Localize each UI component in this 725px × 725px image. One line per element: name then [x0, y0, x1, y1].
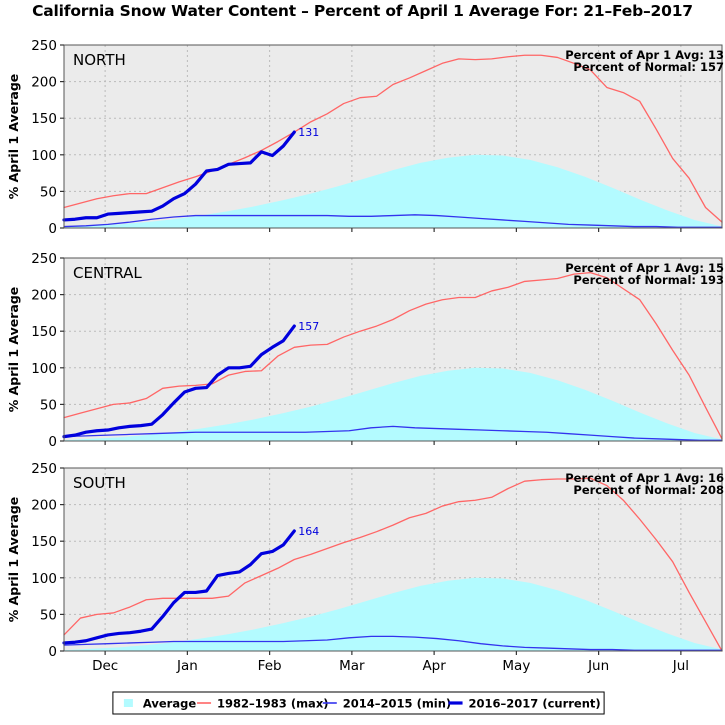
y-tick-label: 50: [40, 184, 57, 200]
series-line: [62, 529, 296, 645]
current-value-label: 157: [298, 320, 319, 333]
series-line: [63, 635, 723, 651]
y-tick-label: 0: [48, 434, 57, 450]
y-tick-label: 250: [31, 251, 57, 267]
series-average-area: [64, 577, 722, 651]
annotation-percent-normal: Percent of Normal: 208: [573, 483, 724, 497]
series-line: [63, 271, 723, 440]
y-tick-label: 200: [31, 75, 57, 91]
annotation-percent-normal: Percent of Normal: 193: [573, 273, 724, 287]
legend-swatch-average: [123, 699, 133, 707]
annotation-apr1-avg: Percent of Apr 1 Avg: 16: [565, 471, 724, 485]
x-tick-label: Jun: [587, 658, 609, 674]
y-tick-label: 150: [31, 534, 57, 550]
y-tick-label: 150: [31, 111, 57, 127]
y-tick-label: 50: [40, 397, 57, 413]
current-value-label: 131: [298, 126, 319, 139]
y-tick-label: 0: [48, 221, 57, 237]
y-tick-label: 0: [48, 644, 57, 660]
page-title: California Snow Water Content – Percent …: [32, 2, 693, 20]
series-line: [63, 477, 723, 652]
chart-legend: Average 1982–1983 (max) 2014–2015 (min) 201…: [112, 691, 605, 715]
y-tick-label: 250: [31, 461, 57, 477]
plot-border: [63, 257, 723, 442]
y-tick-label: 100: [31, 148, 57, 164]
series-line: [63, 425, 723, 441]
series-average-area: [64, 154, 722, 228]
plot-border: [63, 44, 723, 229]
series-average-area: [64, 367, 722, 441]
y-tick-label: 50: [40, 607, 57, 623]
annotation-apr1-avg: Percent of Apr 1 Avg: 15: [565, 261, 724, 275]
legend-label: 2014–2015 (min): [343, 697, 451, 711]
y-tick-label: 150: [31, 324, 57, 340]
y-tick-label: 200: [31, 288, 57, 304]
y-axis-label: % April 1 Average: [6, 74, 21, 200]
x-tick-label: Jan: [176, 658, 198, 674]
annotation-apr1-avg: Percent of Apr 1 Avg: 13: [565, 48, 724, 62]
legend-label: 2016–2017 (current): [469, 697, 601, 711]
panel-title: CENTRAL: [73, 264, 142, 282]
y-axis-label: % April 1 Average: [6, 287, 21, 413]
y-tick-label: 100: [31, 361, 57, 377]
y-axis-label: % April 1 Average: [6, 497, 21, 623]
series-line: [62, 130, 296, 222]
chart-panel-north: 0 50 100 150 200 250 % April 1 Average NORTH Per…: [6, 38, 724, 237]
current-value-label: 164: [298, 525, 319, 538]
series-line: [63, 54, 723, 223]
panel-title: NORTH: [73, 51, 126, 69]
x-tick-label: Apr: [422, 658, 446, 674]
legend-box: [112, 691, 605, 715]
series-line: [63, 214, 723, 228]
y-tick-label: 100: [31, 571, 57, 587]
annotation-percent-normal: Percent of Normal: 157: [573, 60, 724, 74]
x-tick-label: May: [502, 658, 530, 674]
x-tick-label: Jul: [672, 658, 689, 674]
chart-panel-south: 0 50 100 150 200 250 % April 1 Average SOUTH Per…: [6, 461, 724, 674]
series-line: [62, 324, 296, 439]
y-tick-label: 200: [31, 498, 57, 514]
x-tick-label: Mar: [339, 658, 365, 674]
panel-title: SOUTH: [73, 474, 126, 492]
plot-border: [63, 467, 723, 652]
chart-panel-central: 0 50 100 150 200 250 % April 1 Average CENTRAL P…: [6, 251, 724, 450]
y-tick-label: 250: [31, 38, 57, 54]
legend-label: Average: [143, 697, 196, 711]
x-tick-label: Feb: [258, 658, 282, 674]
x-tick-label: Dec: [92, 658, 118, 674]
legend-label: 1982–1983 (max): [217, 697, 328, 711]
